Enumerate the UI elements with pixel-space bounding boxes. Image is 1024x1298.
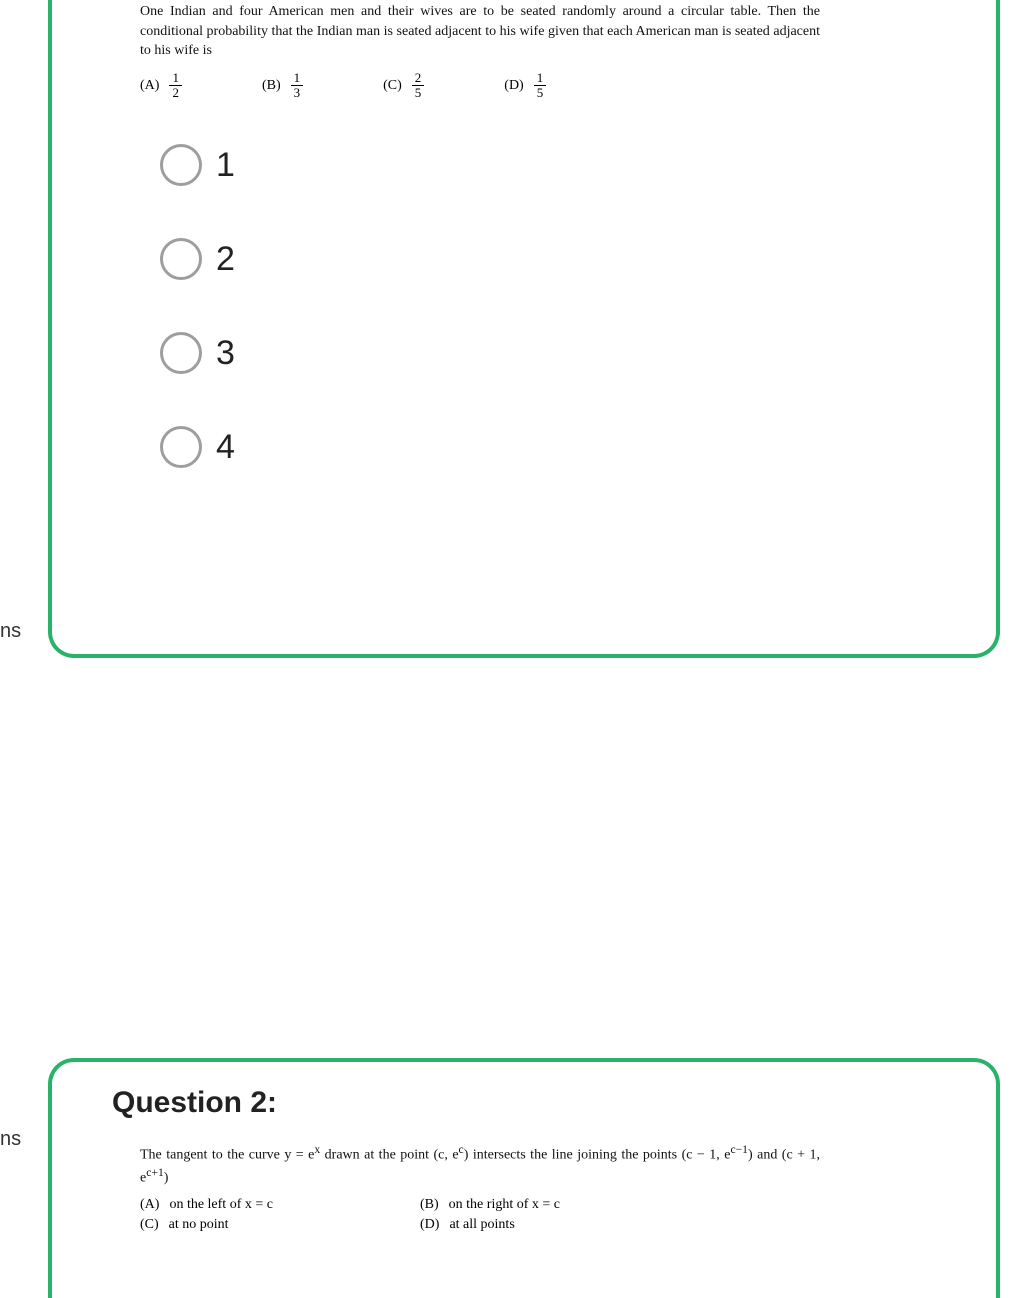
q2-text-c: ) intersects the line joining the points… bbox=[464, 1148, 731, 1163]
q2-option-a-label: (A) bbox=[140, 1197, 159, 1213]
side-label-bottom: ns bbox=[0, 1128, 21, 1151]
q1-option-d-label: (D) bbox=[504, 78, 523, 94]
q1-option-a-label: (A) bbox=[140, 78, 159, 94]
radio-option-4[interactable]: 4 bbox=[160, 426, 964, 468]
radio-option-1[interactable]: 1 bbox=[160, 144, 964, 186]
question1-inline-options: (A) 1 2 (B) 1 3 (C) 2 5 (D) 1 5 bbox=[140, 71, 964, 101]
q1-option-a-frac: 1 2 bbox=[169, 71, 182, 101]
question2-title: Question 2: bbox=[112, 1086, 964, 1120]
q1-option-b-label: (B) bbox=[262, 78, 281, 94]
q1-d-den: 5 bbox=[534, 86, 547, 100]
q2-option-c: (C) at no point bbox=[140, 1217, 420, 1233]
q1-option-a: (A) 1 2 bbox=[140, 71, 182, 101]
q2-option-d-text: at all points bbox=[449, 1217, 514, 1233]
radio-circle-icon bbox=[160, 238, 202, 280]
q1-option-d: (D) 1 5 bbox=[504, 71, 546, 101]
radio-circle-icon bbox=[160, 426, 202, 468]
q2-option-a: (A) on the left of x = c bbox=[140, 1197, 420, 1213]
q2-text-e: ) bbox=[164, 1171, 169, 1186]
radio-label-3: 3 bbox=[216, 334, 235, 373]
q1-c-num: 2 bbox=[412, 71, 425, 86]
question-card-2: Question 2: The tangent to the curve y =… bbox=[48, 1058, 1000, 1298]
q1-b-den: 3 bbox=[291, 86, 304, 100]
side-label-top: ns bbox=[0, 620, 21, 643]
q1-b-num: 1 bbox=[291, 71, 304, 86]
question2-options: (A) on the left of x = c (B) on the righ… bbox=[140, 1197, 964, 1233]
q2-option-d: (D) at all points bbox=[420, 1217, 700, 1233]
radio-label-1: 1 bbox=[216, 146, 235, 185]
q2-option-b: (B) on the right of x = c bbox=[420, 1197, 700, 1213]
q2-option-b-text: on the right of x = c bbox=[449, 1197, 560, 1213]
q1-a-num: 1 bbox=[169, 71, 182, 86]
q2-sup3: c−1 bbox=[730, 1143, 748, 1156]
radio-list: 1 2 3 4 bbox=[160, 144, 964, 468]
radio-circle-icon bbox=[160, 144, 202, 186]
q2-option-c-text: at no point bbox=[169, 1217, 229, 1233]
q2-sup4: c+1 bbox=[146, 1166, 164, 1179]
q1-option-c-frac: 2 5 bbox=[412, 71, 425, 101]
q2-option-c-label: (C) bbox=[140, 1217, 159, 1233]
q1-a-den: 2 bbox=[169, 86, 182, 100]
q2-text-b: drawn at the point (c, e bbox=[320, 1148, 458, 1163]
q2-text-a: The tangent to the curve y = e bbox=[140, 1148, 314, 1163]
q1-option-b-frac: 1 3 bbox=[291, 71, 304, 101]
q2-option-b-label: (B) bbox=[420, 1197, 439, 1213]
question1-text: One Indian and four American men and the… bbox=[140, 2, 820, 61]
q1-option-d-frac: 1 5 bbox=[534, 71, 547, 101]
q1-d-num: 1 bbox=[534, 71, 547, 86]
q1-option-c: (C) 2 5 bbox=[383, 71, 424, 101]
question2-text: The tangent to the curve y = ex drawn at… bbox=[140, 1142, 820, 1189]
question-card-1: One Indian and four American men and the… bbox=[48, 0, 1000, 658]
q1-c-den: 5 bbox=[412, 86, 425, 100]
radio-label-4: 4 bbox=[216, 428, 235, 467]
radio-circle-icon bbox=[160, 332, 202, 374]
radio-option-3[interactable]: 3 bbox=[160, 332, 964, 374]
radio-label-2: 2 bbox=[216, 240, 235, 279]
q2-option-d-label: (D) bbox=[420, 1217, 439, 1233]
q1-option-c-label: (C) bbox=[383, 78, 402, 94]
q1-option-b: (B) 1 3 bbox=[262, 71, 303, 101]
radio-option-2[interactable]: 2 bbox=[160, 238, 964, 280]
q2-option-a-text: on the left of x = c bbox=[169, 1197, 273, 1213]
